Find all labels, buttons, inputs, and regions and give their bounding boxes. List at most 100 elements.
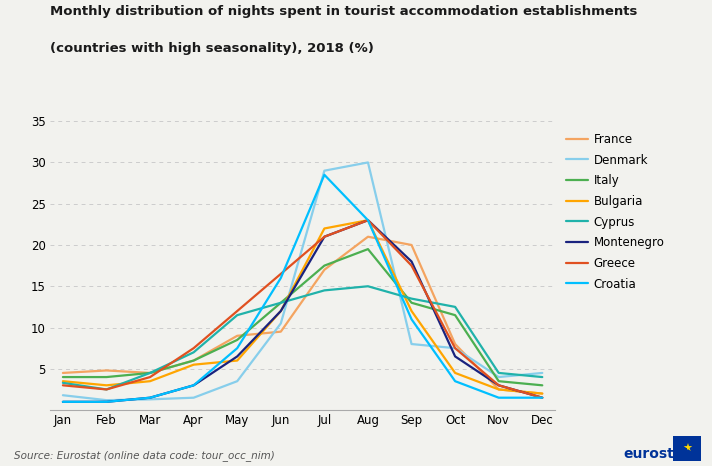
Montenegro: [320, 234, 329, 240]
Greece: [320, 234, 329, 240]
Greece: [276, 271, 285, 277]
Croatia: [103, 399, 111, 404]
Greece: [364, 218, 372, 223]
Montenegro: [58, 399, 67, 404]
Text: (countries with high seasonality), 2018 (%): (countries with high seasonality), 2018 …: [50, 42, 374, 55]
Cyprus: [320, 288, 329, 293]
France: [494, 387, 503, 392]
Greece: [538, 395, 547, 400]
Greece: [146, 374, 155, 380]
Italy: [146, 370, 155, 376]
Denmark: [538, 370, 547, 376]
Croatia: [320, 172, 329, 178]
France: [189, 358, 198, 363]
Croatia: [58, 399, 67, 404]
Italy: [451, 312, 459, 318]
Line: Montenegro: Montenegro: [63, 220, 543, 402]
France: [451, 341, 459, 347]
Montenegro: [276, 308, 285, 314]
Cyprus: [494, 370, 503, 376]
Greece: [189, 345, 198, 351]
Italy: [103, 374, 111, 380]
Montenegro: [538, 395, 547, 400]
Denmark: [407, 341, 416, 347]
Cyprus: [233, 312, 241, 318]
Montenegro: [189, 383, 198, 388]
Denmark: [103, 397, 111, 403]
Denmark: [58, 392, 67, 398]
Montenegro: [451, 354, 459, 359]
Greece: [103, 387, 111, 392]
Denmark: [364, 160, 372, 165]
France: [320, 267, 329, 273]
Cyprus: [189, 350, 198, 355]
Greece: [58, 383, 67, 388]
Montenegro: [233, 354, 241, 359]
Bulgaria: [451, 370, 459, 376]
Denmark: [189, 395, 198, 400]
Bulgaria: [146, 378, 155, 384]
Croatia: [451, 378, 459, 384]
Text: eurostat: eurostat: [624, 447, 691, 461]
Italy: [233, 337, 241, 343]
Line: Denmark: Denmark: [63, 163, 543, 400]
Cyprus: [451, 304, 459, 310]
Line: Italy: Italy: [63, 249, 543, 385]
France: [364, 234, 372, 240]
Greece: [407, 263, 416, 268]
Croatia: [189, 383, 198, 388]
Cyprus: [146, 370, 155, 376]
Italy: [320, 263, 329, 268]
Line: Croatia: Croatia: [63, 175, 543, 402]
Denmark: [276, 321, 285, 326]
Line: France: France: [63, 237, 543, 394]
Bulgaria: [58, 378, 67, 384]
Italy: [58, 374, 67, 380]
Line: Bulgaria: Bulgaria: [63, 220, 543, 394]
Cyprus: [364, 283, 372, 289]
Cyprus: [407, 296, 416, 302]
France: [276, 329, 285, 335]
Montenegro: [494, 383, 503, 388]
France: [103, 368, 111, 373]
Croatia: [276, 275, 285, 281]
Montenegro: [146, 395, 155, 400]
Line: Cyprus: Cyprus: [63, 286, 543, 390]
Denmark: [233, 378, 241, 384]
Montenegro: [407, 259, 416, 264]
Legend: France, Denmark, Italy, Bulgaria, Cyprus, Montenegro, Greece, Croatia: France, Denmark, Italy, Bulgaria, Cyprus…: [566, 133, 664, 291]
Greece: [451, 345, 459, 351]
Denmark: [320, 168, 329, 173]
Text: Source: Eurostat (online data code: tour_occ_nim): Source: Eurostat (online data code: tour…: [14, 451, 275, 461]
Line: Greece: Greece: [63, 220, 543, 397]
Bulgaria: [233, 358, 241, 363]
Bulgaria: [320, 226, 329, 231]
Montenegro: [364, 218, 372, 223]
Bulgaria: [407, 308, 416, 314]
Text: ★: ★: [682, 444, 692, 453]
Cyprus: [538, 374, 547, 380]
Montenegro: [103, 399, 111, 404]
Italy: [494, 378, 503, 384]
Bulgaria: [538, 391, 547, 397]
Greece: [494, 383, 503, 388]
Italy: [189, 358, 198, 363]
Croatia: [233, 345, 241, 351]
Bulgaria: [103, 383, 111, 388]
Croatia: [364, 218, 372, 223]
Italy: [364, 247, 372, 252]
Cyprus: [58, 380, 67, 386]
Croatia: [146, 395, 155, 400]
Denmark: [146, 397, 155, 402]
Bulgaria: [276, 308, 285, 314]
France: [146, 370, 155, 376]
Denmark: [451, 345, 459, 351]
France: [58, 370, 67, 376]
Text: Monthly distribution of nights spent in tourist accommodation establishments: Monthly distribution of nights spent in …: [50, 5, 637, 18]
Croatia: [407, 316, 416, 322]
France: [538, 391, 547, 397]
Bulgaria: [494, 387, 503, 392]
Italy: [407, 300, 416, 306]
Croatia: [538, 395, 547, 400]
Cyprus: [103, 387, 111, 392]
